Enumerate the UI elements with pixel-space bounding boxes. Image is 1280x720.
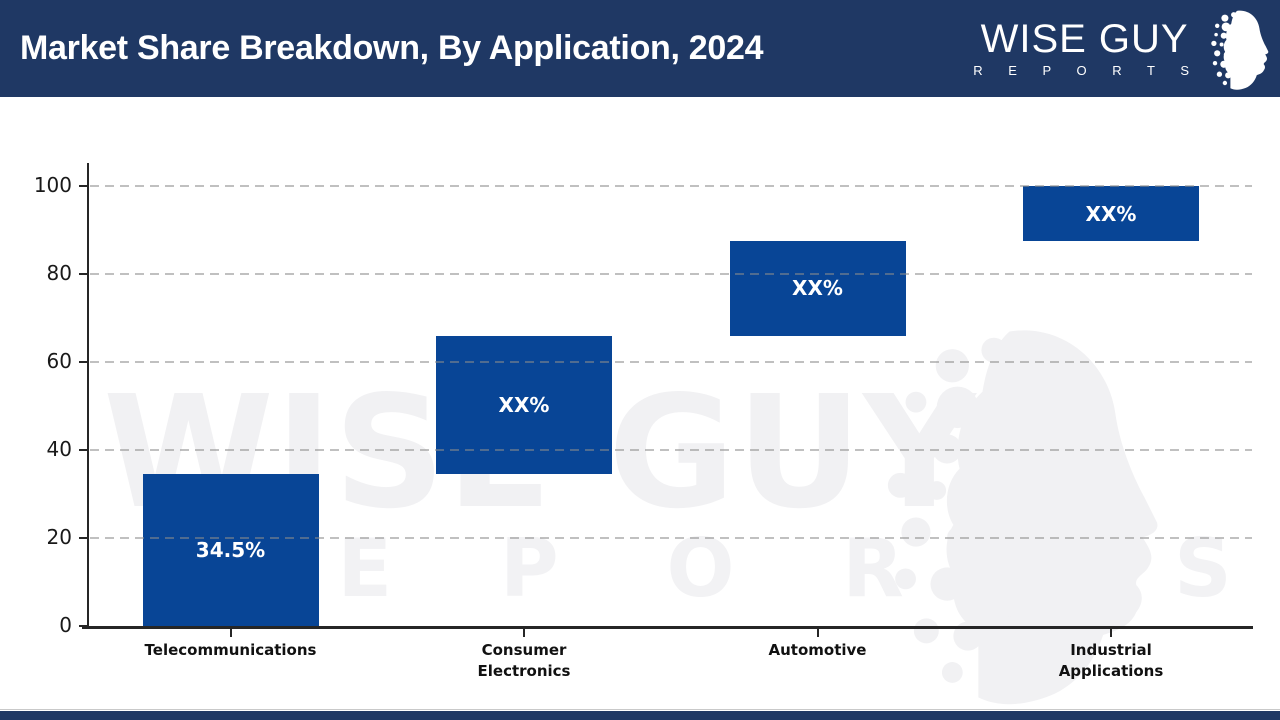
x-tick-mark (523, 629, 525, 637)
y-tick-label: 0 (59, 613, 72, 637)
wise-guy-logo: WISE GUY R E P O R T S (973, 4, 1269, 94)
gridline (90, 185, 1252, 187)
x-category-label: Automotive (768, 641, 867, 659)
bar-value-label: XX% (498, 392, 550, 417)
x-tick-mark (816, 629, 819, 637)
logo-wordmark-line2: R E P O R T S (973, 63, 1200, 78)
gridline (90, 361, 1252, 363)
gridline (90, 537, 1252, 539)
bar-value-label: XX% (792, 276, 843, 301)
y-tick-mark (79, 273, 87, 275)
logo-wordmark-line1: WISE GUY (980, 17, 1189, 61)
y-axis-spine (87, 163, 89, 627)
footer-divider (0, 709, 1280, 710)
gridline (90, 273, 1252, 275)
y-tick-label: 100 (33, 173, 72, 197)
bar-value-label: XX% (1085, 201, 1137, 226)
y-tick-mark (79, 449, 87, 451)
x-category-label: Telecommunications (144, 641, 317, 659)
x-axis-spine (82, 626, 1253, 629)
x-tick-mark (1110, 629, 1112, 637)
gridline (90, 449, 1252, 451)
x-category-label: Industrial Applications (1058, 641, 1164, 680)
bar-consumer-electronics: XX% (436, 335, 612, 475)
y-tick-label: 60 (46, 349, 72, 373)
dotted-head-icon (1211, 10, 1269, 90)
bar-value-label: 34.5% (195, 538, 266, 563)
logo-wordmark: WISE GUY R E P O R T S (969, 18, 1200, 78)
y-tick-label: 80 (46, 261, 72, 285)
y-tick-label: 20 (46, 525, 72, 549)
x-category-label: Consumer Electronics (477, 641, 571, 680)
y-tick-label: 40 (46, 437, 72, 461)
y-tick-mark (79, 537, 87, 539)
y-tick-mark (79, 185, 87, 187)
footer-band (0, 711, 1280, 720)
y-tick-mark (79, 625, 87, 627)
y-tick-mark (79, 361, 87, 363)
bar-industrial-applications: XX% (1023, 186, 1199, 241)
header-banner: Market Share Breakdown, By Application, … (0, 0, 1280, 97)
watermark-dotted-head-icon (887, 330, 1158, 705)
plot-area: 0 20 40 60 80 100 34.5% XX% XX% XX% Telecommunicat… (0, 97, 1280, 710)
bar-automotive: XX% (729, 241, 906, 336)
chart-area: WISE GUY R E P O R T S 0 20 40 60 80 100 34.5%… (0, 97, 1280, 710)
x-tick-mark (229, 629, 232, 637)
chart-title: Market Share Breakdown, By Application, … (20, 29, 764, 67)
bar-telecommunications: 34.5% (142, 474, 319, 626)
